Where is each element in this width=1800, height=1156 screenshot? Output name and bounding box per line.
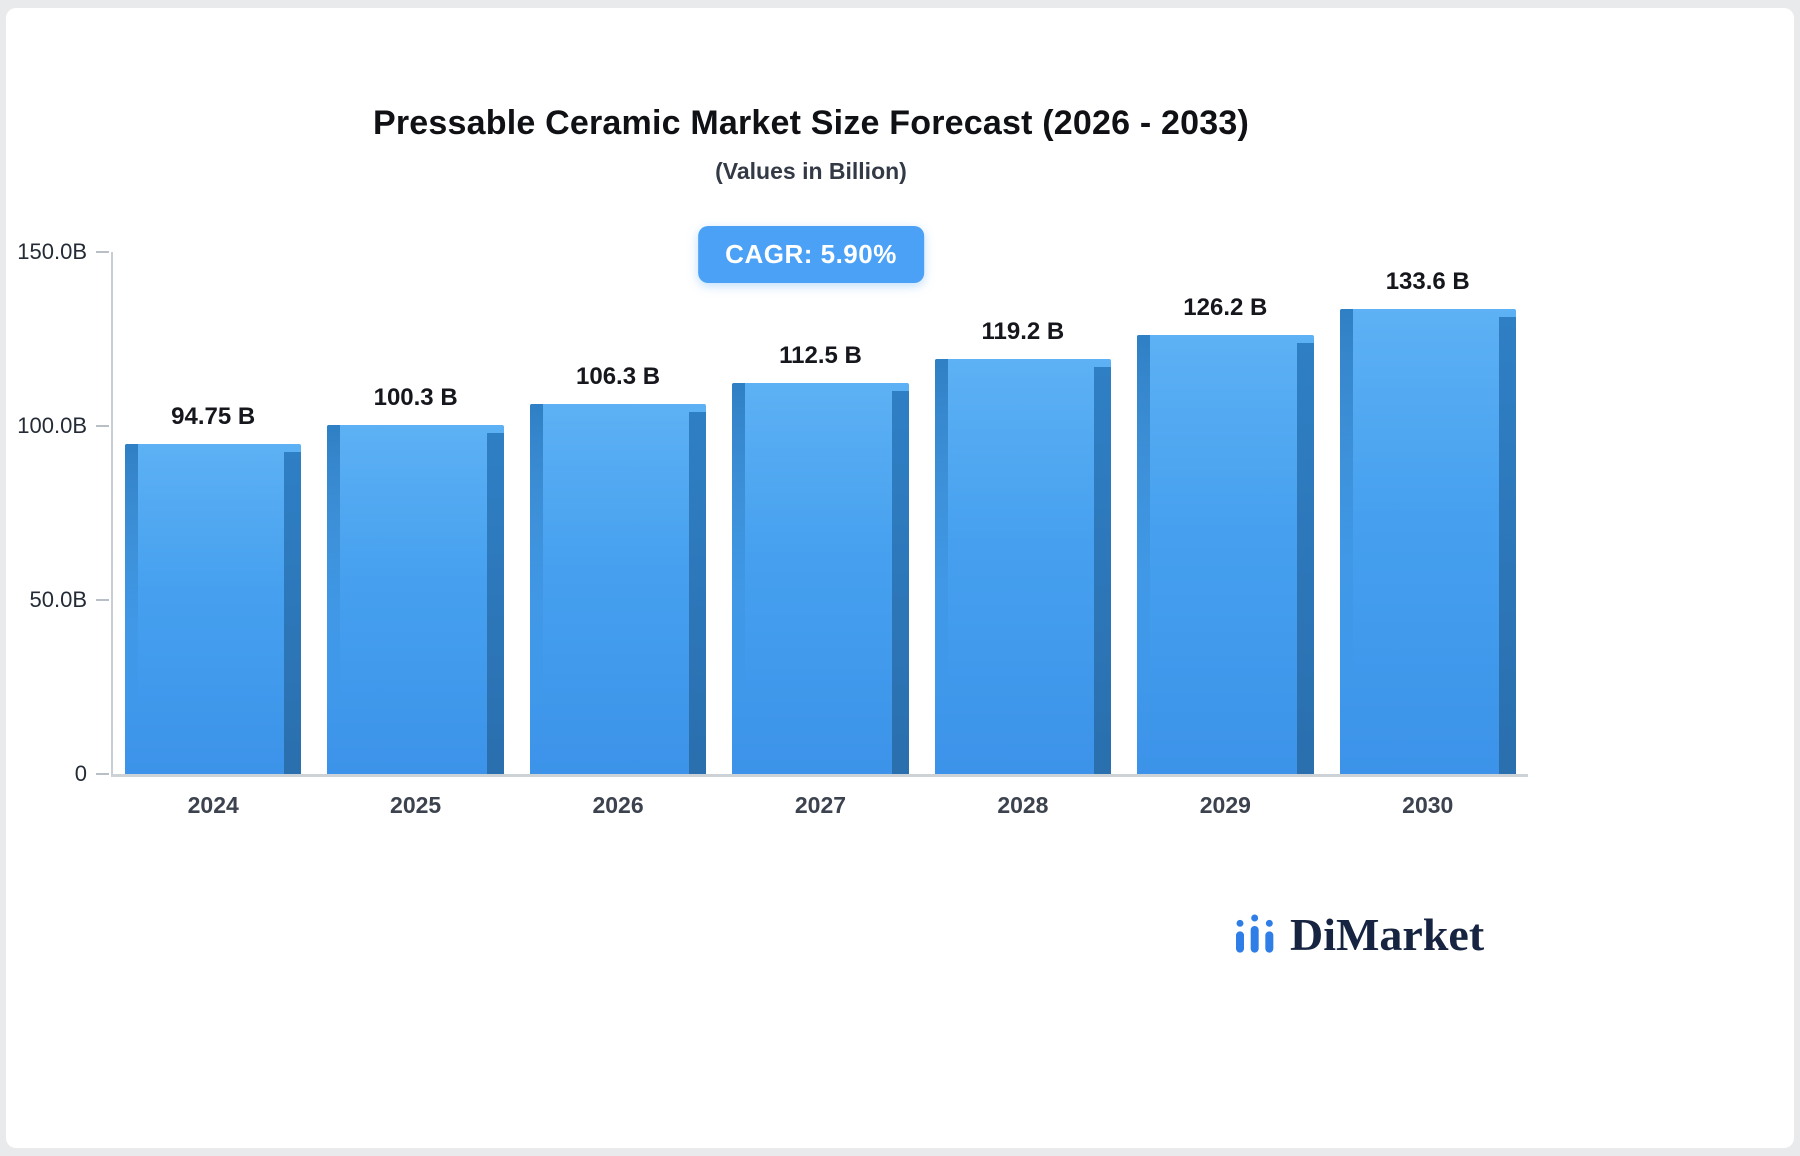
y-axis-tick: 0 [75, 761, 109, 787]
x-axis-label: 2024 [187, 792, 239, 818]
bars-container: 94.75 B 2024 100.3 B 2025 106.3 B 2026 112.5 B… [113, 252, 1528, 818]
bar-2030[interactable] [1339, 309, 1516, 774]
bar-2027[interactable] [732, 382, 909, 774]
y-axis: 150.0B 100.0B 50.0B 0 [13, 239, 113, 786]
chart-card: Pressable Ceramic Market Size Forecast (… [6, 8, 1794, 1148]
bar-value-label: 94.75 B [171, 403, 256, 431]
x-axis-label: 2025 [390, 792, 442, 818]
bar-slot: 133.6 B 2030 [1339, 252, 1516, 818]
bar-slot: 112.5 B 2027 [732, 252, 909, 818]
x-axis-label: 2028 [997, 792, 1049, 818]
bar-value-label: 106.3 B [576, 363, 661, 391]
y-axis-tick-label: 0 [74, 761, 87, 786]
bar-2025[interactable] [327, 424, 504, 774]
bar-2026[interactable] [529, 404, 707, 774]
bar-value-label: 100.3 B [373, 383, 458, 411]
y-axis-tick: 50.0B [29, 587, 109, 613]
y-axis-tick-label: 100.0B [17, 413, 87, 438]
y-axis-tick: 150.0B [17, 239, 109, 265]
bar-slot: 119.2 B 2028 [934, 252, 1112, 818]
bar-chart: 150.0B 100.0B 50.0B 0 94.75 B 2024 100.3 B 202… [17, 239, 1528, 818]
cagr-badge: CAGR: 5.90% [698, 226, 924, 283]
chart-title: Pressable Ceramic Market Size Forecast (… [373, 104, 1249, 142]
x-axis-label: 2027 [794, 792, 847, 818]
bar-slot: 126.2 B 2029 [1137, 252, 1314, 818]
x-axis-label: 2029 [1199, 792, 1251, 818]
bar-2028[interactable] [934, 359, 1112, 774]
y-axis-tick: 100.0B [17, 413, 109, 439]
brand-name: DiMarket [1290, 909, 1485, 960]
bar-value-label: 126.2 B [1183, 293, 1268, 321]
bar-value-label: 133.6 B [1385, 268, 1470, 296]
bar-value-label: 112.5 B [779, 341, 862, 369]
y-axis-tick-mark [96, 773, 109, 775]
bar-2024[interactable] [125, 444, 302, 774]
bar-value-label: 119.2 B [981, 318, 1065, 346]
y-axis-tick-mark [96, 599, 109, 601]
y-axis-tick-label: 50.0B [29, 587, 88, 612]
bar-slot: 100.3 B 2025 [327, 252, 504, 818]
y-axis-tick-mark [96, 425, 109, 427]
x-axis-label: 2026 [592, 792, 644, 818]
y-axis-tick-mark [96, 251, 109, 253]
chart-subtitle: (Values in Billion) [715, 158, 907, 184]
brand-logo: DiMarket [1232, 910, 1484, 958]
bar-slot: 94.75 B 2024 [125, 252, 302, 818]
dimarket-icon [1232, 910, 1280, 958]
y-axis-tick-label: 150.0B [17, 239, 87, 264]
bar-2029[interactable] [1137, 334, 1314, 774]
bar-slot: 106.3 B 2026 [529, 252, 707, 818]
x-axis-label: 2030 [1402, 792, 1454, 818]
